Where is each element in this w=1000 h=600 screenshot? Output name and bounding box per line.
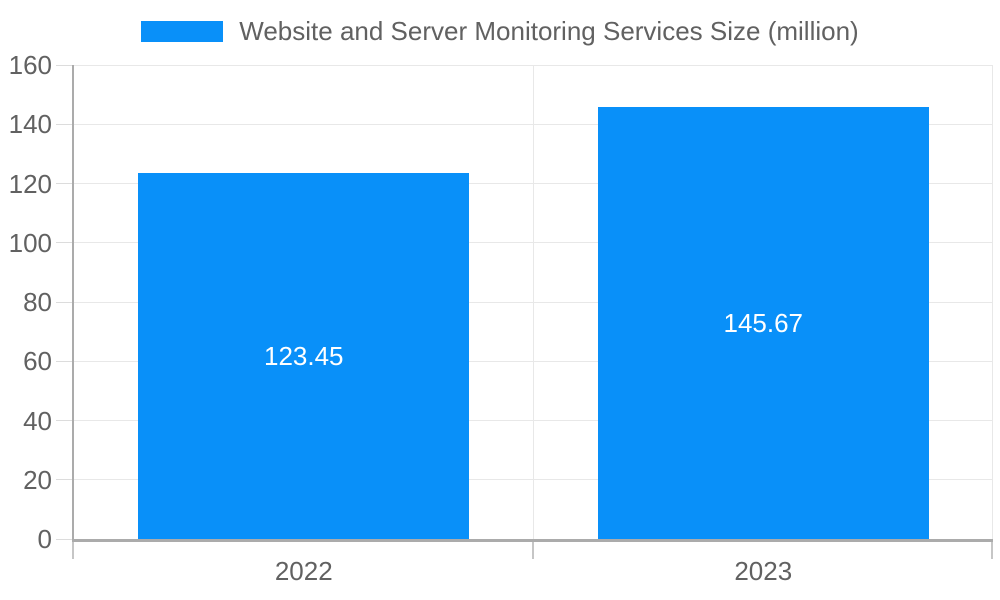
- y-tick-80: [56, 301, 72, 303]
- x-tick-0: [72, 542, 74, 559]
- y-axis-tick-label: 100: [8, 227, 52, 258]
- bar-value-label: 123.45: [263, 340, 344, 371]
- y-axis-tick-label: 160: [8, 50, 52, 80]
- y-axis-tick-label: 60: [23, 346, 52, 377]
- x-axis-category-label: 2022: [274, 556, 333, 586]
- y-axis-labels: 0 20 40 60 80 100 120 140 160: [0, 50, 52, 554]
- bar-2022: 123.45: [138, 173, 470, 539]
- chart-legend[interactable]: Website and Server Monitoring Services S…: [0, 15, 1000, 46]
- y-tick-100: [56, 242, 72, 244]
- y-axis-tick-label: 0: [37, 524, 52, 554]
- bar-2023: 145.67: [597, 107, 929, 539]
- bars-layer: 123.45 145.67: [74, 65, 993, 539]
- x-axis-category-label: 2023: [734, 556, 793, 586]
- x-tick-2: [991, 542, 993, 559]
- y-tick-40: [56, 420, 72, 421]
- gridline-x-1: [533, 65, 534, 539]
- y-axis-tick-label: 80: [23, 287, 52, 317]
- y-tick-60: [56, 360, 72, 362]
- chart-title: Website and Server Monitoring Services S…: [239, 15, 859, 46]
- y-tick-20: [56, 479, 72, 481]
- plot-area: 123.45 145.67: [72, 64, 993, 542]
- y-axis-tick-label: 120: [8, 168, 52, 199]
- legend-swatch[interactable]: [141, 20, 224, 42]
- y-tick-120: [56, 183, 72, 184]
- x-tick-1: [531, 542, 534, 559]
- y-axis-tick-label: 140: [8, 109, 52, 140]
- x-axis-labels: 2022 2023: [74, 556, 993, 586]
- gridline-x-2: [992, 65, 993, 539]
- gridlines-layer: [74, 64, 993, 539]
- y-tick-0: [56, 538, 72, 540]
- y-axis-ticks: [56, 64, 72, 540]
- y-axis-tick-label: 20: [23, 464, 52, 495]
- y-tick-160: [56, 64, 72, 66]
- y-axis-tick-label: 40: [23, 405, 52, 436]
- bar-value-label: 145.67: [723, 307, 804, 338]
- x-axis-ticks: [72, 542, 993, 559]
- y-tick-140: [56, 123, 72, 125]
